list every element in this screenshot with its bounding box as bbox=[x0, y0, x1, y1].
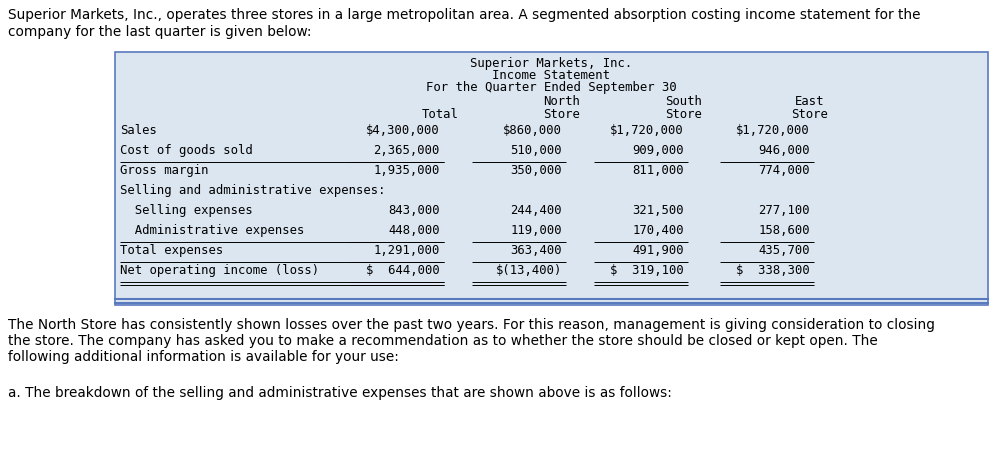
Text: East: East bbox=[796, 95, 825, 108]
Text: 774,000: 774,000 bbox=[759, 164, 810, 177]
Text: The North Store has consistently shown losses over the past two years. For this : The North Store has consistently shown l… bbox=[8, 318, 935, 332]
Text: 350,000: 350,000 bbox=[510, 164, 562, 177]
Text: 363,400: 363,400 bbox=[510, 244, 562, 257]
Text: Store: Store bbox=[543, 108, 580, 121]
Text: Selling expenses: Selling expenses bbox=[120, 204, 253, 217]
Text: $4,300,000: $4,300,000 bbox=[366, 124, 440, 137]
Text: 2,365,000: 2,365,000 bbox=[373, 144, 440, 157]
Text: company for the last quarter is given below:: company for the last quarter is given be… bbox=[8, 25, 312, 39]
Text: 1,291,000: 1,291,000 bbox=[373, 244, 440, 257]
Text: 119,000: 119,000 bbox=[510, 224, 562, 237]
Text: Store: Store bbox=[666, 108, 702, 121]
Text: $1,720,000: $1,720,000 bbox=[611, 124, 684, 137]
Text: Store: Store bbox=[792, 108, 828, 121]
Text: North: North bbox=[543, 95, 580, 108]
Text: $  338,300: $ 338,300 bbox=[736, 264, 810, 277]
Text: Superior Markets, Inc.: Superior Markets, Inc. bbox=[471, 57, 633, 70]
Text: 510,000: 510,000 bbox=[510, 144, 562, 157]
Text: Selling and administrative expenses:: Selling and administrative expenses: bbox=[120, 184, 385, 197]
Text: 946,000: 946,000 bbox=[759, 144, 810, 157]
Text: 909,000: 909,000 bbox=[633, 144, 684, 157]
Text: Income Statement: Income Statement bbox=[493, 69, 611, 82]
Text: $  644,000: $ 644,000 bbox=[366, 264, 440, 277]
Text: following additional information is available for your use:: following additional information is avai… bbox=[8, 350, 398, 364]
Text: the store. The company has asked you to make a recommendation as to whether the : the store. The company has asked you to … bbox=[8, 334, 878, 348]
Text: 435,700: 435,700 bbox=[759, 244, 810, 257]
Text: For the Quarter Ended September 30: For the Quarter Ended September 30 bbox=[427, 81, 677, 94]
Text: Gross margin: Gross margin bbox=[120, 164, 208, 177]
Text: Net operating income (loss): Net operating income (loss) bbox=[120, 264, 319, 277]
Text: 158,600: 158,600 bbox=[759, 224, 810, 237]
Text: Total expenses: Total expenses bbox=[120, 244, 223, 257]
Text: $(13,400): $(13,400) bbox=[496, 264, 562, 277]
Text: 170,400: 170,400 bbox=[633, 224, 684, 237]
Text: 843,000: 843,000 bbox=[388, 204, 440, 217]
Text: Superior Markets, Inc., operates three stores in a large metropolitan area. A se: Superior Markets, Inc., operates three s… bbox=[8, 8, 920, 22]
Text: $860,000: $860,000 bbox=[503, 124, 562, 137]
Text: Total: Total bbox=[422, 108, 459, 121]
Text: 277,100: 277,100 bbox=[759, 204, 810, 217]
Text: 1,935,000: 1,935,000 bbox=[373, 164, 440, 177]
Text: Administrative expenses: Administrative expenses bbox=[120, 224, 305, 237]
Text: 811,000: 811,000 bbox=[633, 164, 684, 177]
Bar bbox=[115, 52, 988, 305]
Text: 244,400: 244,400 bbox=[510, 204, 562, 217]
Text: $  319,100: $ 319,100 bbox=[611, 264, 684, 277]
Text: 321,500: 321,500 bbox=[633, 204, 684, 217]
Text: 491,900: 491,900 bbox=[633, 244, 684, 257]
Text: $1,720,000: $1,720,000 bbox=[736, 124, 810, 137]
Text: Sales: Sales bbox=[120, 124, 157, 137]
Text: South: South bbox=[666, 95, 702, 108]
Text: a. The breakdown of the selling and administrative expenses that are shown above: a. The breakdown of the selling and admi… bbox=[8, 386, 672, 400]
Text: 448,000: 448,000 bbox=[388, 224, 440, 237]
Text: Cost of goods sold: Cost of goods sold bbox=[120, 144, 253, 157]
